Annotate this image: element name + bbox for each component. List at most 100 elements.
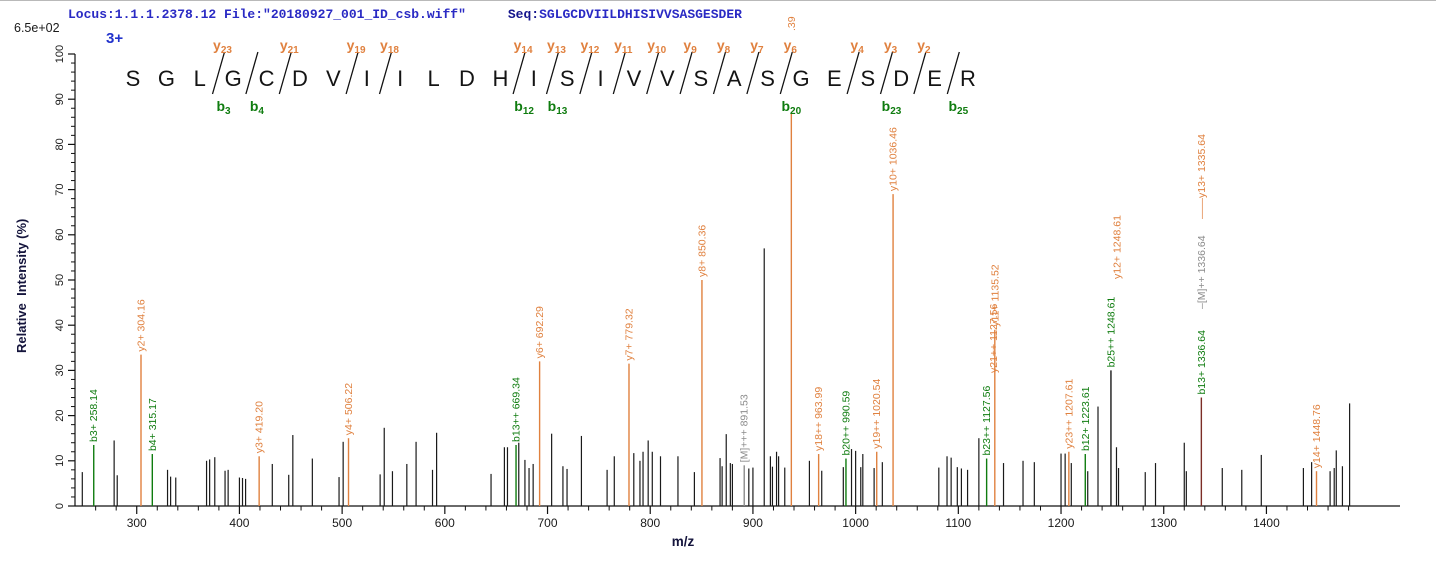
peak-label: y3+ 419.20 xyxy=(254,401,266,453)
y-ion-label: y12 xyxy=(580,37,599,56)
cleavage-tick xyxy=(946,51,960,95)
y-axis-ticks: 0 10 20 30 40 50 60 70 80 90 100 xyxy=(54,45,75,509)
sequence-residue: G xyxy=(792,66,809,91)
y-ion-label: y18 xyxy=(380,37,399,56)
cleavage-tick xyxy=(612,51,626,95)
peak-label: .39 xyxy=(786,16,798,31)
b-ion-label: b3 xyxy=(216,98,231,117)
y-ion-label: y23 xyxy=(213,37,232,56)
cleavage-tick xyxy=(913,51,927,95)
sequence-residue: R xyxy=(960,66,976,91)
y-ion-label: y8 xyxy=(717,37,731,56)
header-line: Locus:1.1.1.2378.12 File:"20180927_001_I… xyxy=(68,7,742,22)
y-tick-label: 80 xyxy=(54,138,66,150)
y-ion-label: y11 xyxy=(614,37,633,56)
cleavage-tick xyxy=(345,51,359,95)
x-tick-label: 1400 xyxy=(1253,516,1280,530)
y-tick-label: 90 xyxy=(54,93,66,105)
cleavage-tick xyxy=(512,51,526,95)
cleavage-tick xyxy=(646,51,660,95)
sequence-residue: C xyxy=(259,66,275,91)
sequence-residue: S xyxy=(760,66,775,91)
y-tick-label: 10 xyxy=(54,455,66,467)
peak-label: y8+ 850.36 xyxy=(696,225,708,277)
b-ion-label: b20 xyxy=(781,98,801,117)
sequence-residue: A xyxy=(727,66,742,91)
sequence-residue: I xyxy=(364,66,370,91)
x-tick-label: 400 xyxy=(229,516,249,530)
charge-state-label: 3+ xyxy=(106,30,124,47)
y-ion-label: y3 xyxy=(884,37,898,56)
seq-value: SGLGCDVIILDHISIVVSASGESDER xyxy=(539,7,742,22)
peak-label: ——y13+ 1335.64 xyxy=(1196,134,1208,219)
x-tick-label: 800 xyxy=(640,516,660,530)
y-ion-label: y19 xyxy=(347,37,366,56)
sequence-residue: D xyxy=(893,66,909,91)
peak-label: b20++ 990.59 xyxy=(840,391,852,456)
y-tick-label: 60 xyxy=(54,229,66,241)
b-ion-label: b4 xyxy=(250,98,265,117)
sequence-residue: V xyxy=(660,66,675,91)
y-ion-label: y4 xyxy=(850,37,864,56)
sequence-residue: G xyxy=(225,66,242,91)
y-ion-label: y13 xyxy=(547,37,566,56)
b-ion-label: b12 xyxy=(514,98,534,117)
peak-label: y4+ 506.22 xyxy=(343,383,355,435)
peak-label: b13++ 669.34 xyxy=(511,377,523,442)
peak-label: b4+ 315.17 xyxy=(147,398,159,451)
sequence-residue: S xyxy=(560,66,575,91)
sequence-residue: D xyxy=(459,66,475,91)
y-ion-label: y14 xyxy=(514,37,533,56)
locus-file-text: Locus:1.1.1.2378.12 File:"20180927_001_I… xyxy=(68,7,466,22)
b-ion-label: b25 xyxy=(948,98,968,117)
peak-label: y7+ 779.32 xyxy=(623,308,635,360)
peak-label: y14+ 1448.76 xyxy=(1311,404,1323,468)
cleavage-tick xyxy=(779,51,793,95)
sequence-residue: D xyxy=(292,66,308,91)
peak-label: y6+ 692.29 xyxy=(534,306,546,358)
y-ion-label: y6 xyxy=(784,37,798,56)
y-ion-label: y7 xyxy=(750,37,764,56)
cleavage-tick xyxy=(245,51,259,95)
x-tick-label: 600 xyxy=(435,516,455,530)
sequence-residue: S xyxy=(860,66,875,91)
peak-labels: b3+ 258.14 y2+ 304.16 b4+ 315.17 y3+ 419.20… xyxy=(88,16,1323,468)
sequence-residue: E xyxy=(927,66,942,91)
sequence-residue: L xyxy=(427,66,439,91)
sequence-residue: I xyxy=(397,66,403,91)
y-tick-label: 0 xyxy=(54,503,66,509)
cleavage-tick xyxy=(679,51,693,95)
peak-label: y2+ 304.16 xyxy=(136,299,148,351)
peak-label: y11+ 1135.52 xyxy=(989,264,1001,327)
sequence-residue: H xyxy=(492,66,508,91)
y-tick-label: 70 xyxy=(54,183,66,195)
x-tick-label: 700 xyxy=(538,516,558,530)
cleavage-tick xyxy=(211,51,226,95)
sequence-residue: G xyxy=(158,66,175,91)
y-tick-label: 20 xyxy=(54,409,66,421)
cleavage-tick xyxy=(712,51,727,95)
cleavage-tick xyxy=(278,51,292,95)
cleavage-tick xyxy=(846,51,860,95)
peak-label: b3+ 258.14 xyxy=(88,389,100,442)
peak-label: y19++ 1020.54 xyxy=(871,379,883,449)
b-ion-label: b23 xyxy=(882,98,902,117)
cleavage-tick xyxy=(378,51,393,95)
peak-label: y12+ 1248.61 xyxy=(1111,215,1123,279)
x-tick-label: 500 xyxy=(332,516,352,530)
y-ion-label: y10 xyxy=(647,37,666,56)
peak-label: b13+ 1336.64 xyxy=(1196,330,1208,395)
y-tick-label: 50 xyxy=(54,274,66,286)
y-tick-label: 100 xyxy=(54,45,66,63)
sequence-residue: V xyxy=(326,66,341,91)
y-tick-label: 40 xyxy=(54,319,66,331)
cleavage-tick xyxy=(879,51,894,95)
sequence-residue: I xyxy=(531,66,537,91)
x-axis-ticks: 300 400 500 600 700 800 900 1000 1100 1200 1300 140… xyxy=(95,506,1350,530)
seq-label: Seq: xyxy=(507,7,540,22)
sequence-residue: E xyxy=(827,66,842,91)
cleavage-tick xyxy=(579,51,593,95)
x-axis-title: m/z xyxy=(671,534,695,549)
x-tick-label: 300 xyxy=(127,516,147,530)
